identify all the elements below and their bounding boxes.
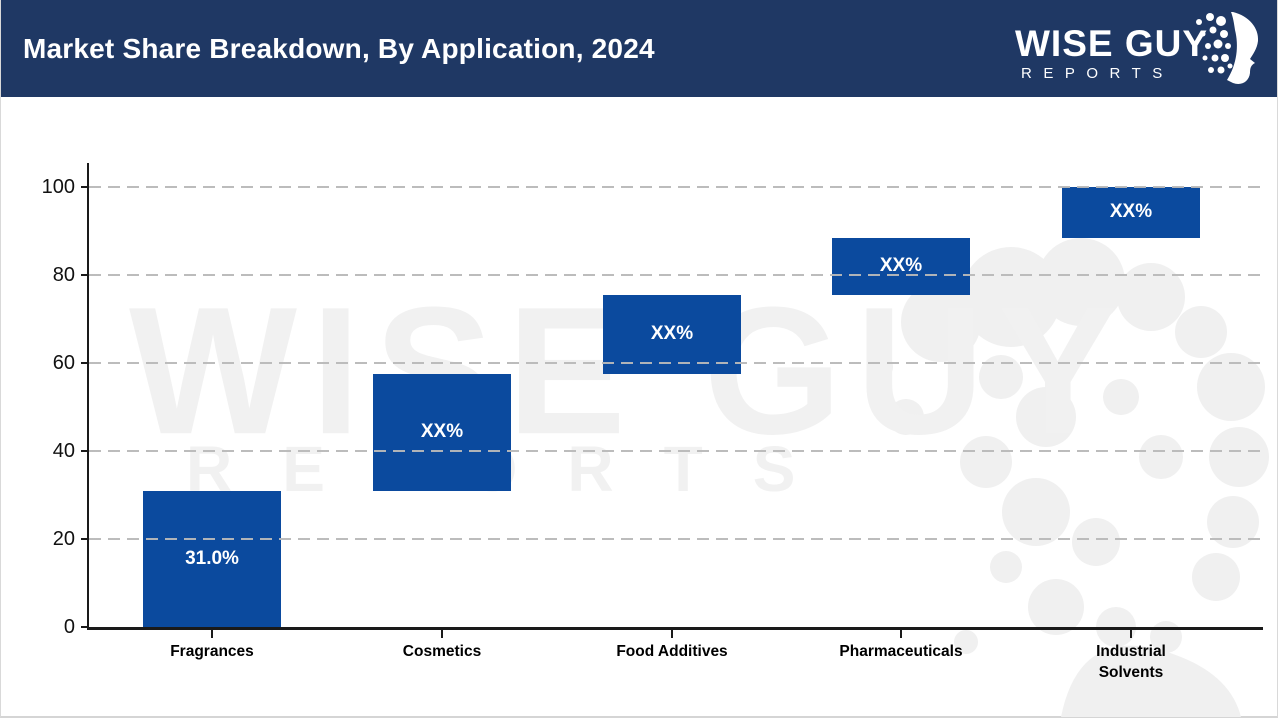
bar-industrial-solvents xyxy=(1062,187,1200,238)
y-tick-label-100: 100 xyxy=(41,176,75,198)
page-title: Market Share Breakdown, By Application, … xyxy=(23,32,655,64)
y-tick-label-40: 40 xyxy=(52,440,75,462)
logo-wordmark: WISE GUY xyxy=(1015,23,1208,64)
wiseguy-face-icon: WISE GUY REPORTS xyxy=(1015,11,1259,84)
y-tick-100 xyxy=(81,186,89,188)
y-tick-40 xyxy=(81,450,89,452)
bar-label-industrial-solvents: XX% xyxy=(1109,201,1153,223)
bar-fragrances xyxy=(143,490,281,627)
bar-label-cosmetics: XX% xyxy=(420,421,464,443)
x-category-label-food-additives: Food Additives xyxy=(616,643,728,660)
report-header: Market Share Breakdown, By Application, … xyxy=(1,0,1277,97)
x-tick-industrial-solvents xyxy=(1130,630,1132,638)
watermark-face-dots xyxy=(869,238,1269,717)
gridline-60 xyxy=(89,362,1263,364)
x-tick-pharmaceuticals xyxy=(900,630,902,638)
y-tick-label-60: 60 xyxy=(52,352,75,374)
bar-label-food-additives: XX% xyxy=(650,323,694,345)
y-tick-20 xyxy=(81,538,89,540)
gridline-40 xyxy=(89,450,1263,452)
bar-label-fragrances: 31.0% xyxy=(185,547,239,569)
y-tick-60 xyxy=(81,362,89,364)
gridline-100 xyxy=(89,186,1263,188)
gridline-20 xyxy=(89,538,1263,540)
x-tick-cosmetics xyxy=(441,630,443,638)
wiseguy-logo: WISE GUY REPORTS xyxy=(1013,8,1263,90)
x-category-label-cosmetics: Cosmetics xyxy=(402,643,482,660)
x-tick-food-additives xyxy=(671,630,673,638)
x-tick-fragrances xyxy=(211,630,213,638)
x-category-label-fragrances: Fragrances xyxy=(170,643,254,660)
y-tick-label-80: 80 xyxy=(52,264,75,286)
bar-label-pharmaceuticals: XX% xyxy=(879,255,923,277)
y-tick-label-0: 0 xyxy=(63,616,75,638)
gridline-80 xyxy=(89,274,1263,276)
bar-cosmetics xyxy=(373,374,511,491)
bar-pharmaceuticals xyxy=(832,237,970,295)
x-category-label-industrial-solvents: Industrial Solvents xyxy=(1096,643,1166,681)
x-category-label-pharmaceuticals: Pharmaceuticals xyxy=(839,643,963,660)
x-axis-spine xyxy=(87,627,1263,630)
y-tick-80 xyxy=(81,274,89,276)
y-tick-0 xyxy=(81,626,89,628)
bar-food-additives xyxy=(603,294,741,374)
y-tick-label-20: 20 xyxy=(52,528,75,550)
y-axis-spine xyxy=(87,163,89,630)
logo-subtitle: REPORTS xyxy=(1021,65,1174,82)
